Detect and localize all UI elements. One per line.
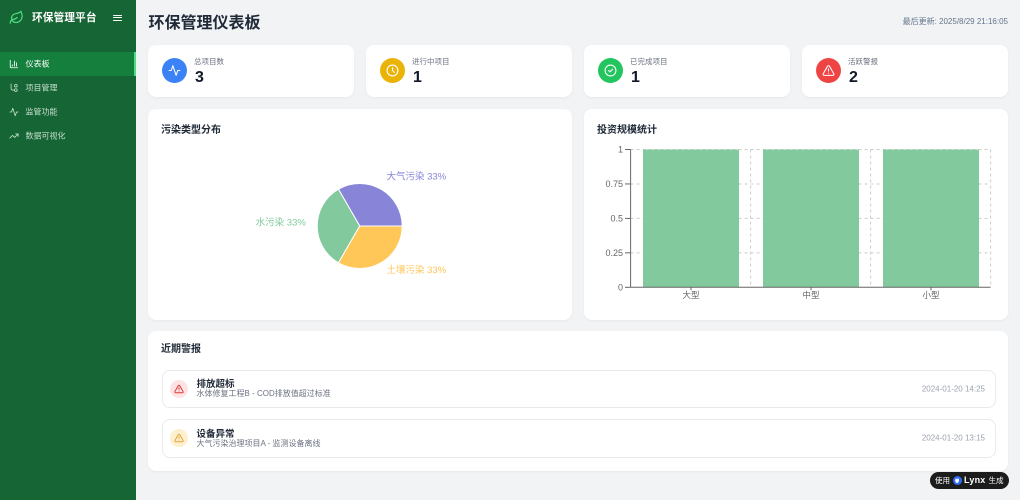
svg-text:小型: 小型 xyxy=(922,290,940,300)
svg-text:0.25: 0.25 xyxy=(605,248,623,258)
svg-text:0.5: 0.5 xyxy=(610,213,623,223)
svg-text:水污染 33%: 水污染 33% xyxy=(256,217,307,229)
svg-text:大气污染 33%: 大气污染 33% xyxy=(387,171,447,183)
svg-text:大型: 大型 xyxy=(682,289,700,300)
svg-text:0.75: 0.75 xyxy=(605,179,623,189)
svg-text:1: 1 xyxy=(618,145,623,155)
svg-text:0: 0 xyxy=(618,282,623,292)
svg-text:中型: 中型 xyxy=(802,289,820,300)
svg-text:土壤污染 33%: 土壤污染 33% xyxy=(387,264,447,276)
